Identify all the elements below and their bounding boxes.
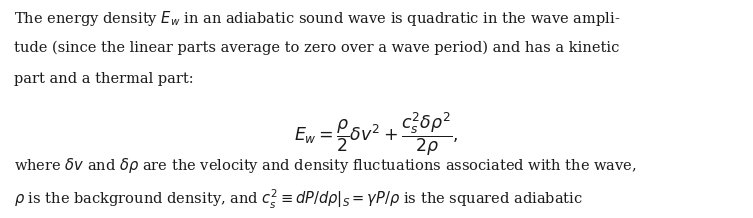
Text: $\rho$ is the background density, and $c_s^2 \equiv dP/d\rho|_S = \gamma P/\rho$: $\rho$ is the background density, and $c… — [14, 187, 583, 211]
Text: $E_w = \dfrac{\rho}{2}\delta v^2 + \dfrac{c_s^2 \delta\rho^2}{2\rho},$: $E_w = \dfrac{\rho}{2}\delta v^2 + \dfra… — [294, 110, 459, 158]
Text: The energy density $E_w$ in an adiabatic sound wave is quadratic in the wave amp: The energy density $E_w$ in an adiabatic… — [14, 9, 620, 28]
Text: where $\delta v$ and $\delta\rho$ are the velocity and density fluctuations asso: where $\delta v$ and $\delta\rho$ are th… — [14, 156, 636, 175]
Text: part and a thermal part:: part and a thermal part: — [14, 72, 194, 86]
Text: tude (since the linear parts average to zero over a wave period) and has a kinet: tude (since the linear parts average to … — [14, 40, 619, 55]
